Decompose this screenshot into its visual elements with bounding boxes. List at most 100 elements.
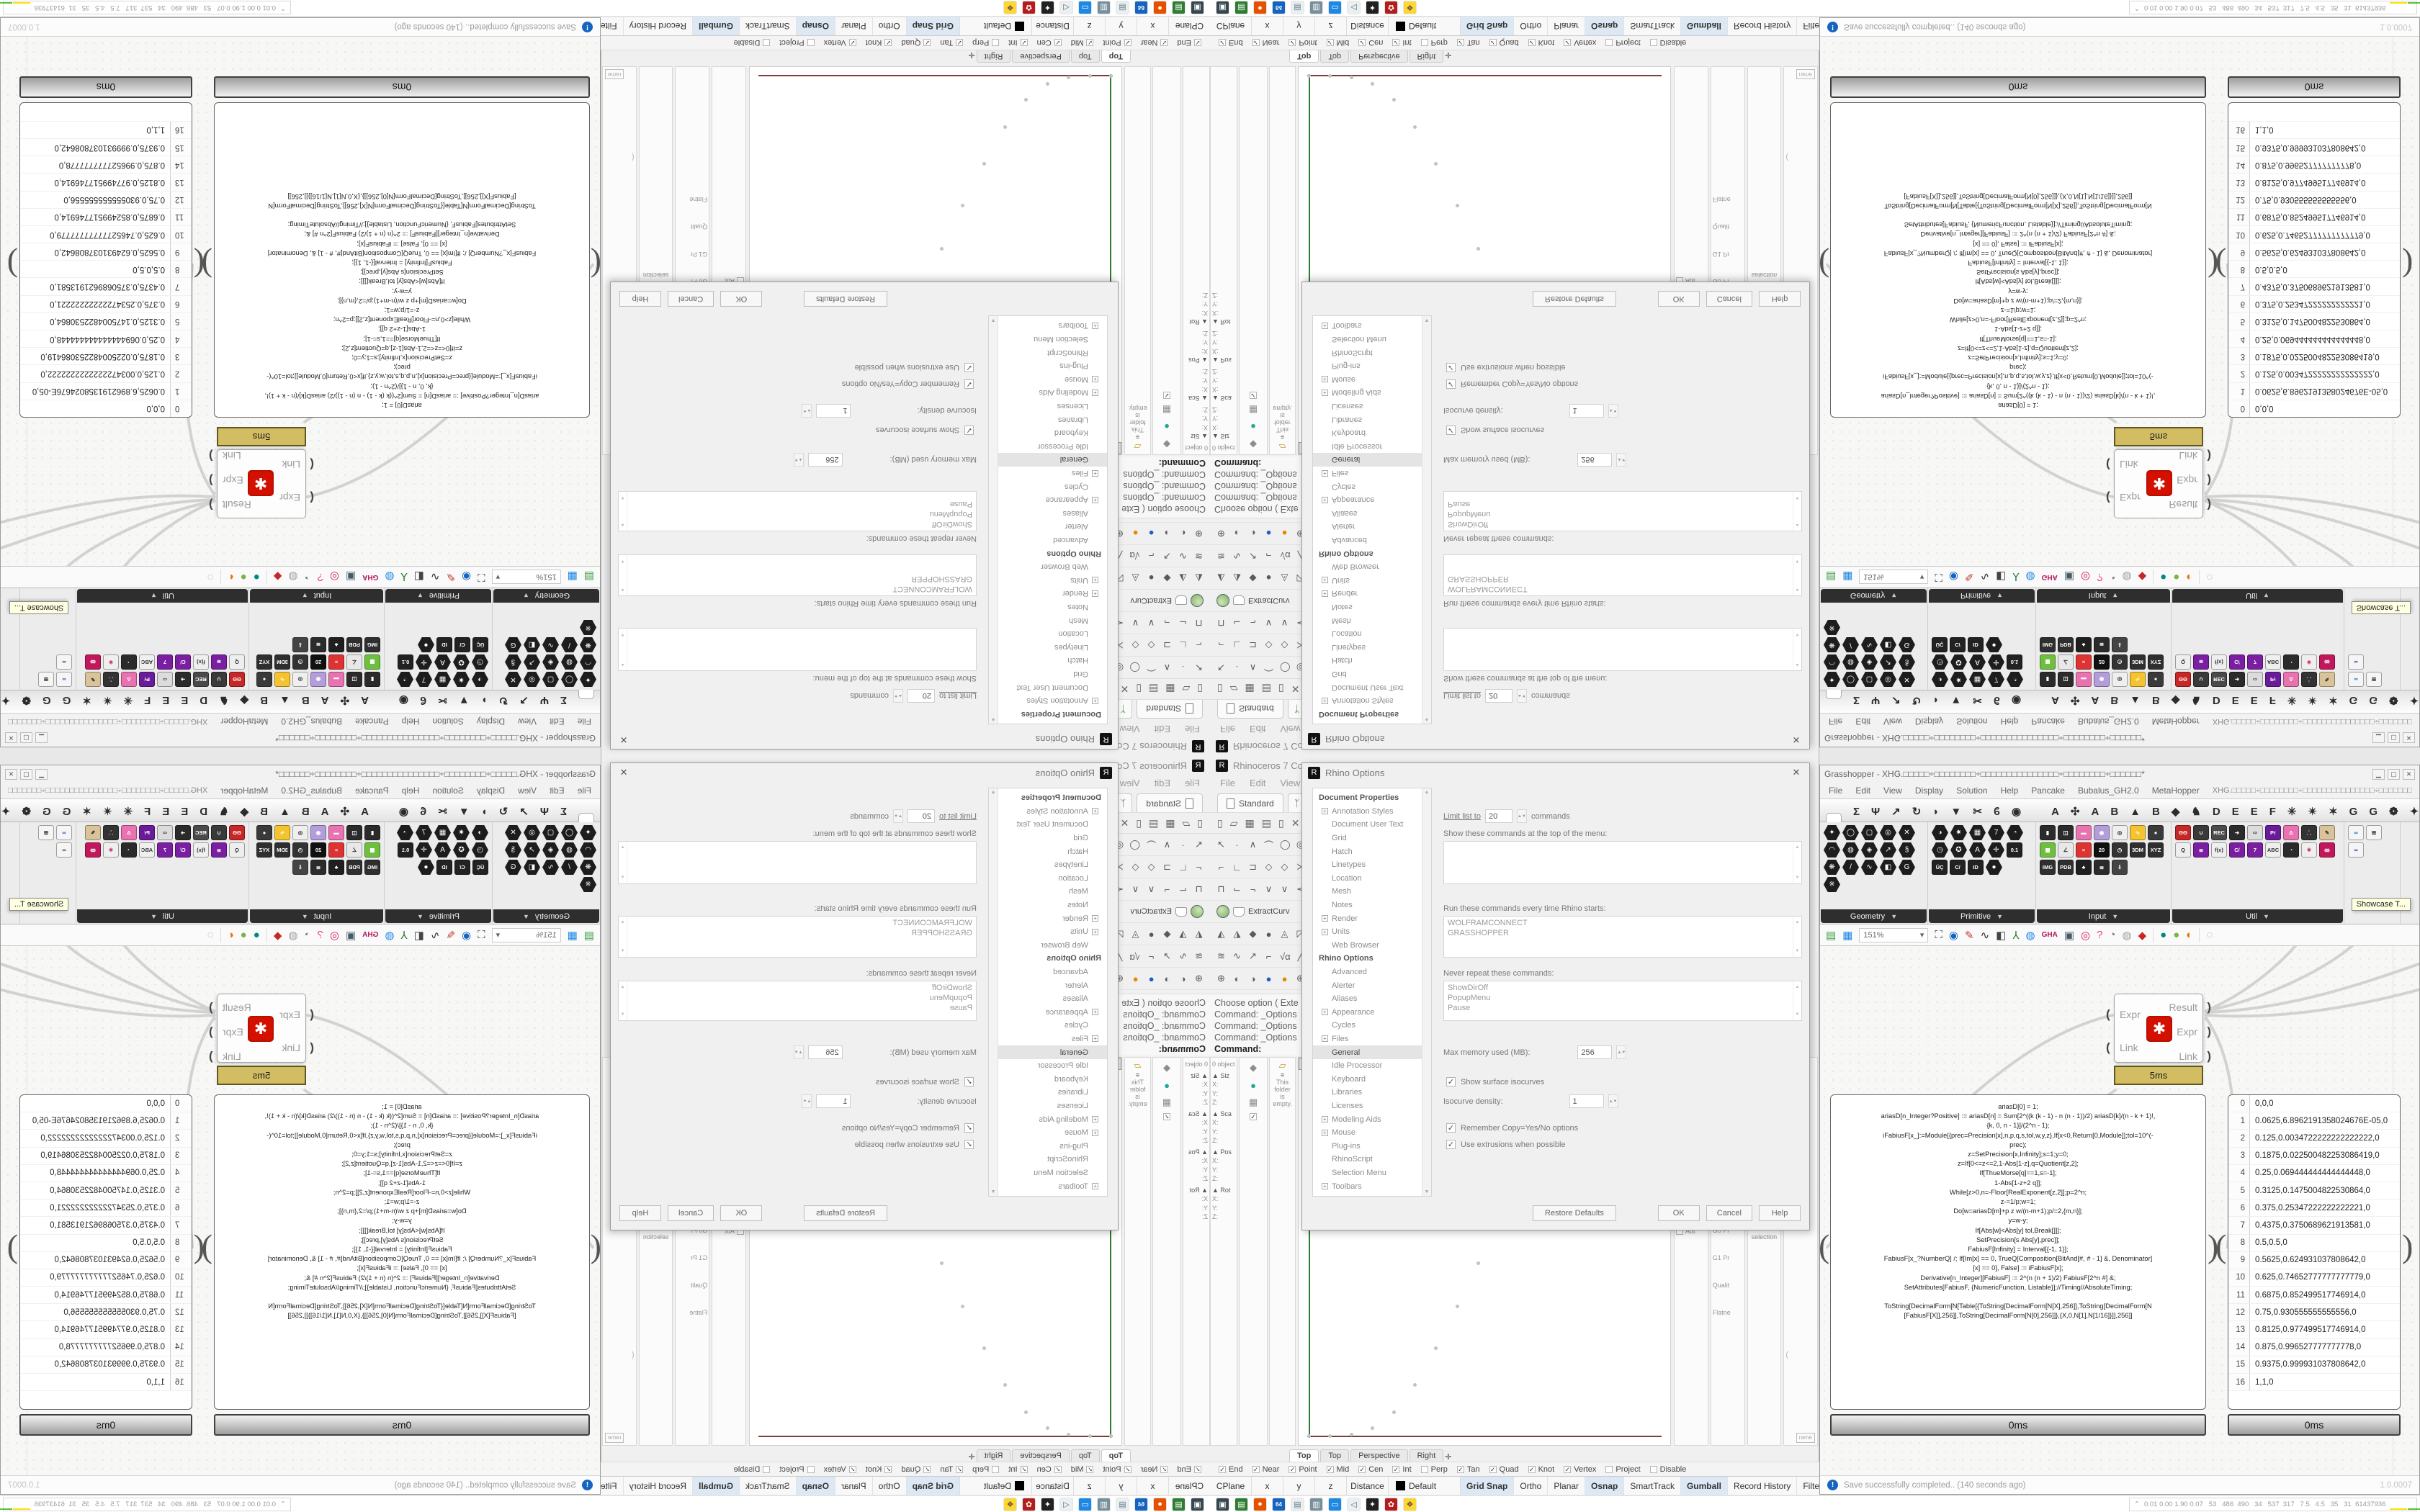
gh-tab-plugin-15[interactable]: G: [62, 806, 71, 818]
palette-icon[interactable]: ⸫: [103, 825, 119, 840]
map-icon[interactable]: ▣: [2063, 570, 2075, 583]
cherry-icon[interactable]: ʘʘ: [2175, 672, 2191, 687]
expand-icon[interactable]: +: [1092, 928, 1098, 935]
cancel-button[interactable]: Cancel: [1706, 291, 1752, 307]
tree-item-document-properties[interactable]: Document Properties: [1313, 791, 1431, 805]
rhino-command-history[interactable]: Choose option ( Exte Command: _Options Com…: [1210, 994, 1302, 1056]
tool-icon-5-0[interactable]: ≋: [1217, 950, 1225, 961]
startup-commands-listbox[interactable]: WOLFRAMCONNECT GRASSHOPPER ▲ ▼: [1443, 916, 1802, 958]
gh-menu-view[interactable]: View: [518, 786, 537, 796]
help-button[interactable]: Help: [619, 291, 661, 307]
checkbox-icon[interactable]: ✓: [1086, 1465, 1094, 1473]
timer-icon[interactable]: ◔: [2283, 654, 2299, 670]
menu-item-view[interactable]: View: [1280, 777, 1301, 788]
gh-tab-icon-5[interactable]: ▼: [1950, 694, 1962, 706]
display-panel[interactable]: ◆ ● ▦ ✓: [1239, 1057, 1268, 1446]
viewport-tab-top-0[interactable]: Top: [1101, 50, 1131, 63]
checkbox-icon[interactable]: [1605, 39, 1613, 47]
status-cell-z[interactable]: z: [1073, 1477, 1105, 1495]
tree-item-linetypes[interactable]: Linetypes: [1313, 640, 1431, 654]
checkbox-icon[interactable]: ✓: [884, 39, 892, 47]
gh-tab-plugin-15[interactable]: G: [2349, 694, 2358, 706]
tool-icon-4-2[interactable]: ◆: [1163, 573, 1171, 584]
orange-blob-icon[interactable]: ◐: [227, 571, 234, 583]
cancel-button[interactable]: Cancel: [1706, 1205, 1752, 1221]
clock-icon[interactable]: ◷: [472, 842, 488, 858]
osnap-vertex[interactable]: ✓ Vertex: [824, 1465, 856, 1474]
tree-item-web-browser[interactable]: Web Browser: [1313, 939, 1431, 953]
dual-monitor-icon[interactable]: ▥: [1309, 1, 1323, 15]
save-file-icon[interactable]: ▦: [1842, 929, 1853, 942]
tree-item-licenses[interactable]: Licenses: [1313, 1099, 1431, 1113]
tree-item-rhinoscript[interactable]: RhinoScript: [989, 1153, 1107, 1166]
osnap-near[interactable]: ✓ Near: [1252, 39, 1279, 48]
memory-input[interactable]: 256: [1577, 1045, 1613, 1059]
xform-icon[interactable]: ✕: [1899, 825, 1915, 840]
gh-tab-icon-3[interactable]: ↻: [498, 806, 508, 818]
xform-icon[interactable]: ✕: [1899, 672, 1915, 687]
line-icon[interactable]: ↗: [524, 842, 540, 858]
tool-icon-2-1[interactable]: ⌙: [1233, 883, 1241, 894]
gh-tab-plugin-0[interactable]: A: [2051, 694, 2059, 706]
slider-icon[interactable]: ◑: [472, 825, 488, 840]
osnap-tan[interactable]: ✓ Tan: [1456, 39, 1480, 48]
value-icon[interactable]: ✪: [453, 842, 470, 858]
tool-icon-0-1[interactable]: ·: [1235, 662, 1239, 673]
glasses-blue-icon[interactable]: ∞: [56, 672, 72, 687]
viewport-tab-top-0[interactable]: Top: [1289, 50, 1319, 63]
fx-icon[interactable]: f(x): [193, 842, 209, 858]
axes-icon[interactable]: ⅄: [400, 570, 408, 583]
dialog-titlebar[interactable]: R Rhino Options ✕: [1302, 763, 1809, 782]
loop-icon[interactable]: Q: [229, 842, 245, 858]
cancel-button[interactable]: Cancel: [668, 1205, 714, 1221]
toolbar-icon-3[interactable]: ▤: [1261, 816, 1271, 829]
osnap-project[interactable]: Project: [779, 1465, 815, 1474]
rainbow-icon[interactable]: ≡: [328, 842, 344, 858]
tree-item-location[interactable]: Location: [989, 627, 1107, 641]
field-icon[interactable]: ※: [580, 620, 596, 635]
gh-menu-bubalus-gh2-0[interactable]: Bubalus_GH2.0: [2077, 716, 2139, 726]
tool-icon-5-0[interactable]: ≋: [1195, 551, 1203, 562]
never-repeat-listbox[interactable]: ShowDirOff PopupMenu Pause ▲ ▼: [618, 981, 977, 1021]
gh-tab-plugin-11[interactable]: F: [2269, 694, 2276, 706]
density-input[interactable]: 1: [1569, 1094, 1604, 1108]
char-icon[interactable]: ÜÇ: [1932, 637, 1948, 652]
osnap-cen[interactable]: ✓ Cen: [1358, 1465, 1383, 1474]
command-prompt[interactable]: Command:: [1214, 458, 1262, 468]
expand-icon[interactable]: +: [1322, 469, 1328, 477]
status-toggle-planar[interactable]: Planar: [834, 1477, 872, 1495]
img-icon[interactable]: IMG: [2040, 637, 2056, 652]
gh-tab-plugin-16[interactable]: G: [42, 694, 51, 706]
tree-item-linetypes[interactable]: Linetypes: [989, 858, 1107, 872]
tree-item-appearance[interactable]: + Appearance: [1313, 493, 1431, 507]
help-button[interactable]: Help: [619, 1205, 661, 1221]
gh-tab-plugin-13[interactable]: ✴: [2308, 806, 2318, 818]
arrow-dark-icon[interactable]: ➜: [175, 825, 191, 840]
tool-icon-6-4[interactable]: ●: [1132, 528, 1139, 539]
tree-item-selection-menu[interactable]: Selection Menu: [989, 1166, 1107, 1180]
gh-tab-plugin-0[interactable]: A: [361, 694, 369, 706]
density-spinner[interactable]: ▲▼: [1608, 404, 1618, 418]
speaker-icon[interactable]: ◁: [1059, 1497, 1073, 1511]
close-icon[interactable]: ✕: [2403, 768, 2415, 780]
gh-tab-plugin-2[interactable]: A: [2091, 694, 2099, 706]
status-layer-default[interactable]: Default: [1389, 1477, 1461, 1495]
seven-icon[interactable]: 7: [2247, 654, 2263, 670]
help-button[interactable]: Help: [1759, 291, 1801, 307]
checkbox-icon[interactable]: ✓: [1219, 1465, 1226, 1473]
gh-tab-params[interactable]: [1826, 690, 1842, 699]
gh-menu-file[interactable]: File: [1829, 786, 1843, 796]
tree-item-document-user-text[interactable]: Document User Text: [989, 680, 1107, 694]
boxedit-panel[interactable]: 0 object ▲ Siz X: Y: Z: ▲ Sca X: Y: Z: ▲ Pos X: Y: Z…: [1183, 1057, 1210, 1446]
monitor-icon[interactable]: ▭: [1328, 1, 1342, 15]
tree-item-idle-processor[interactable]: Idle Processor: [989, 440, 1107, 454]
id-icon[interactable]: ID: [1968, 860, 1984, 875]
minimize-icon[interactable]: ▁: [35, 768, 48, 780]
toolbar-icon-4[interactable]: ▯: [1136, 816, 1142, 829]
pipe-icon[interactable]: /: [561, 637, 578, 652]
xyz-icon[interactable]: XYZ: [256, 654, 272, 670]
gha-icon[interactable]: GHA: [2041, 931, 2058, 939]
port-link-out[interactable]: Link: [223, 1050, 241, 1062]
isocurves-checkbox[interactable]: ✓: [964, 1077, 974, 1086]
tool-icon-4-2[interactable]: ◆: [1249, 928, 1257, 939]
